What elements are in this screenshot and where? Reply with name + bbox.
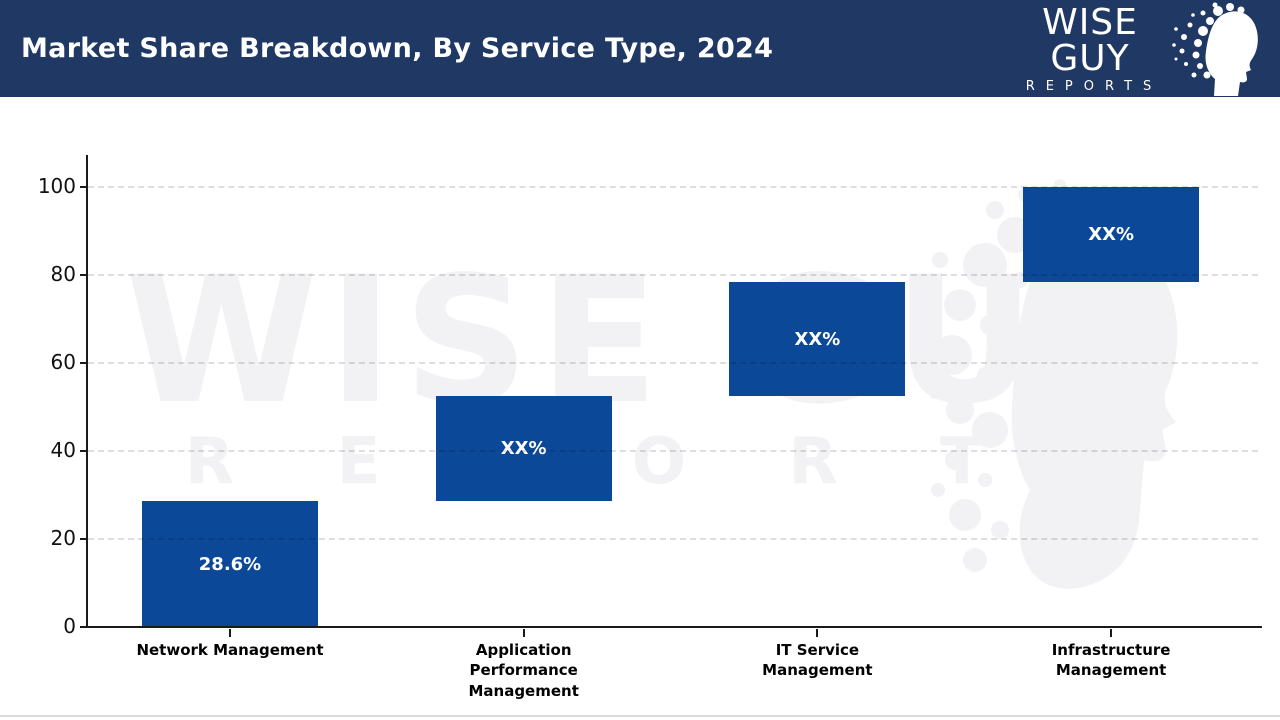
category-label-line: Application: [475, 641, 572, 659]
x-axis-line: [86, 626, 1262, 628]
wise-guy-face-icon: [1172, 2, 1258, 96]
y-tick-label-80: 80: [50, 262, 76, 286]
page-title: Market Share Breakdown, By Service Type,…: [21, 33, 774, 64]
y-axis-line: [86, 155, 88, 627]
y-tick-label-100: 100: [37, 174, 76, 198]
category-label-line: Management: [762, 661, 873, 680]
gridline-20: [88, 538, 1258, 540]
bar-value-label-4: XX%: [1088, 224, 1134, 246]
category-label-2: Application Performance Management: [374, 640, 674, 701]
y-tick-label-60: 60: [50, 350, 76, 374]
bar-segment-1: 28.6%: [142, 501, 318, 627]
category-label-4: Infrastructure Management: [961, 640, 1261, 681]
brand-logo-text: WISE GUY REPORTS: [1012, 1, 1168, 94]
bar-value-label-3: XX%: [794, 328, 841, 350]
category-label-line: Management: [1055, 661, 1167, 680]
x-tick-mark-2: [522, 629, 525, 637]
y-tick-mark-20: [80, 538, 88, 540]
y-tick-mark-80: [80, 274, 88, 276]
gridline-80: [88, 274, 1258, 276]
y-tick-label-20: 20: [50, 526, 76, 550]
category-label-line: IT Service: [775, 641, 860, 659]
category-label-line: Infrastructure: [1051, 641, 1171, 659]
y-tick-mark-60: [80, 362, 88, 364]
bar-segment-3: XX%: [729, 282, 906, 397]
bottom-divider: [0, 715, 1280, 717]
category-label-line: Management: [468, 681, 579, 700]
bar-segment-2: XX%: [435, 396, 612, 502]
y-tick-mark-0: [80, 626, 88, 628]
brand-logo: WISE GUY REPORTS: [1012, 0, 1262, 97]
brand-name: WISE GUY: [1042, 1, 1138, 79]
category-label-line: Network Management: [136, 641, 324, 659]
x-tick-mark-3: [816, 629, 819, 637]
category-label-1: Network Management: [80, 640, 380, 660]
brand-subtitle: REPORTS: [1025, 78, 1163, 94]
y-tick-label-0: 0: [63, 614, 76, 638]
bar-value-label-1: 28.6%: [198, 553, 262, 575]
y-tick-label-40: 40: [50, 438, 76, 462]
gridline-40: [88, 450, 1258, 452]
bar-value-label-2: XX%: [500, 438, 547, 460]
bar-segment-4: XX%: [1023, 187, 1200, 283]
x-tick-mark-4: [1110, 629, 1113, 637]
gridline-60: [88, 362, 1258, 364]
category-label-3: IT Service Management: [667, 640, 967, 681]
y-tick-mark-100: [80, 186, 88, 188]
gridline-100: [88, 186, 1258, 188]
x-tick-mark-1: [229, 629, 231, 637]
header-bar: Market Share Breakdown, By Service Type,…: [0, 0, 1280, 97]
y-tick-mark-40: [80, 450, 88, 452]
chart-plot-area: 0 20 40 60 80 100 28.6% Network Management XX% Ap…: [0, 97, 1280, 720]
category-label-line: Performance: [469, 661, 578, 680]
